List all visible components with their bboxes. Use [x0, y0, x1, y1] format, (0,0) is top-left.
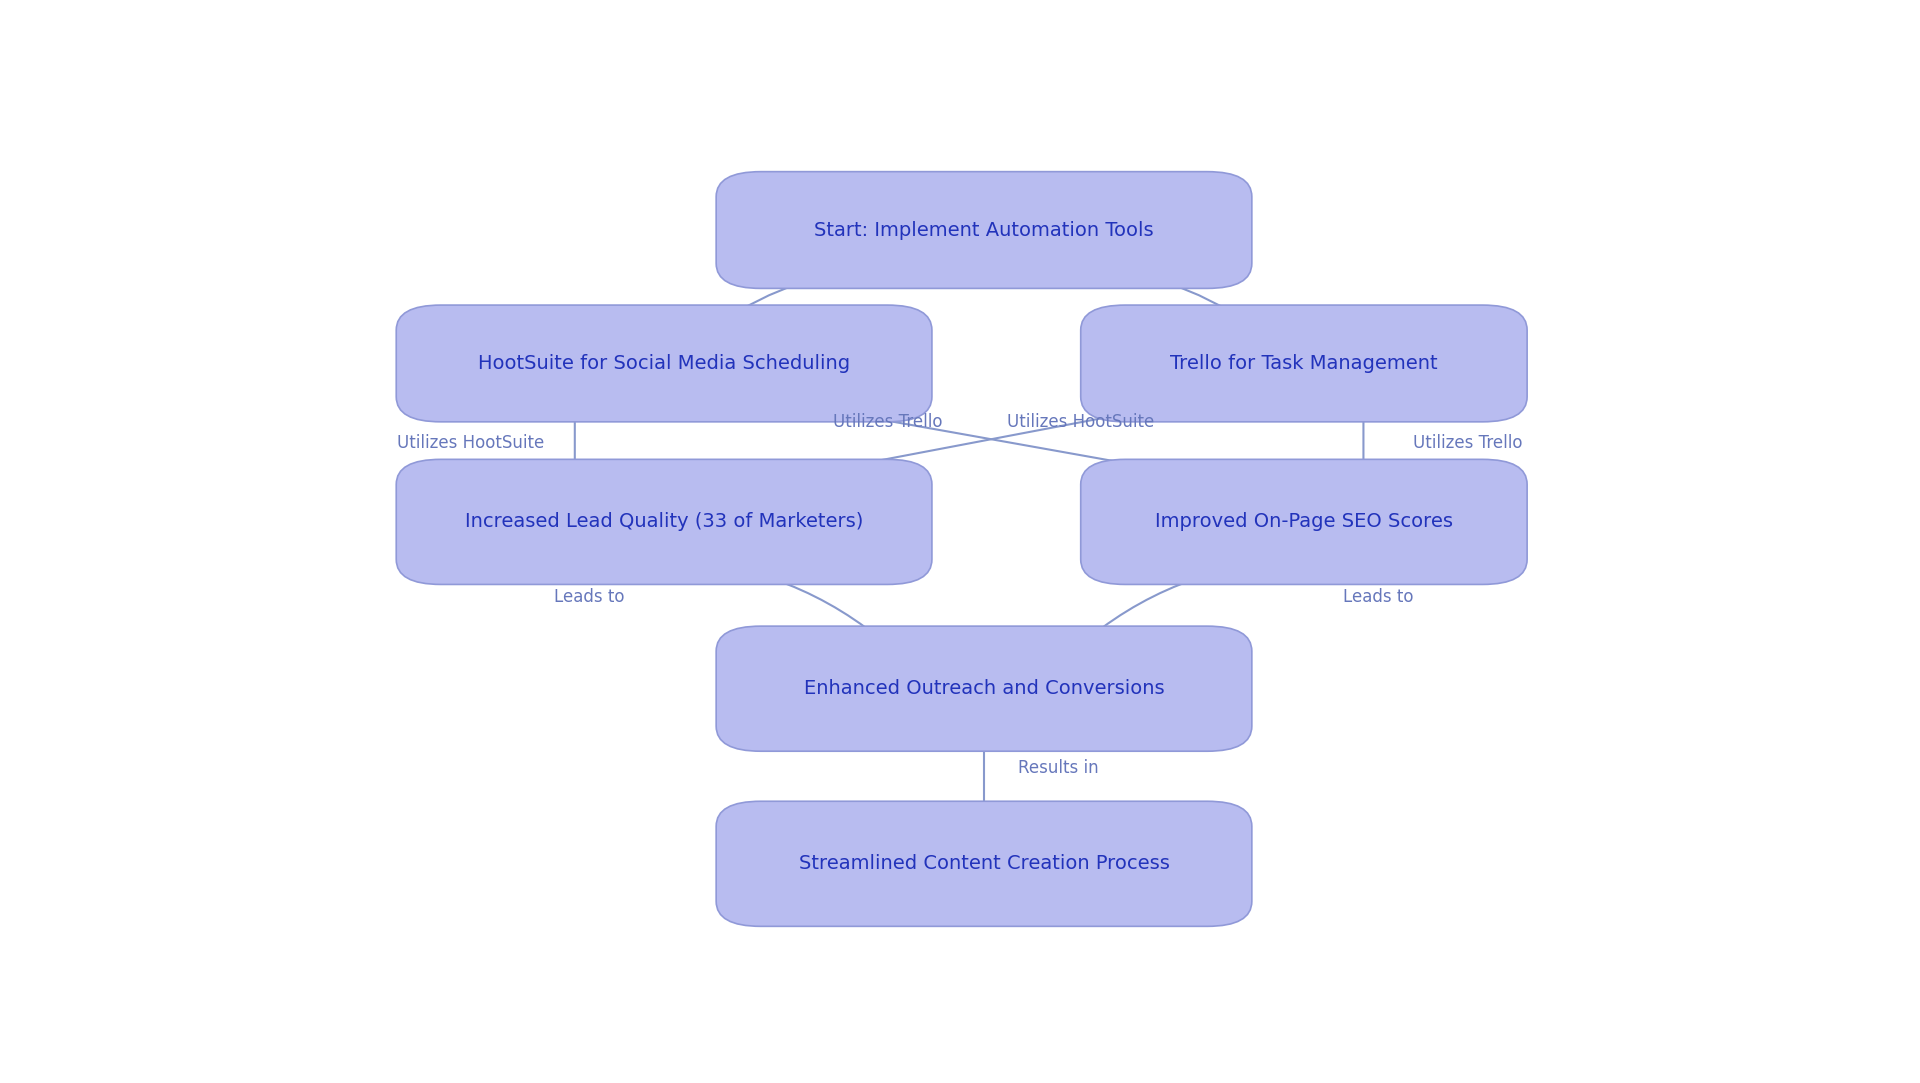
Text: Utilizes Trello: Utilizes Trello	[833, 413, 943, 431]
FancyBboxPatch shape	[396, 459, 931, 585]
Text: HootSuite for Social Media Scheduling: HootSuite for Social Media Scheduling	[478, 354, 851, 373]
FancyBboxPatch shape	[1081, 305, 1526, 422]
Text: Start: Implement Automation Tools: Start: Implement Automation Tools	[814, 221, 1154, 239]
FancyBboxPatch shape	[396, 305, 931, 422]
Text: Increased Lead Quality (33 of Marketers): Increased Lead Quality (33 of Marketers)	[465, 512, 864, 532]
Text: Utilizes HootSuite: Utilizes HootSuite	[397, 433, 543, 452]
Text: Utilizes Trello: Utilizes Trello	[1413, 433, 1523, 452]
Text: Leads to: Leads to	[555, 588, 624, 606]
Text: Improved On-Page SEO Scores: Improved On-Page SEO Scores	[1156, 512, 1453, 532]
FancyBboxPatch shape	[716, 626, 1252, 752]
Text: Streamlined Content Creation Process: Streamlined Content Creation Process	[799, 854, 1169, 873]
Text: Trello for Task Management: Trello for Task Management	[1169, 354, 1438, 373]
Text: Results in: Results in	[1018, 759, 1098, 777]
FancyBboxPatch shape	[716, 172, 1252, 288]
Text: Enhanced Outreach and Conversions: Enhanced Outreach and Conversions	[804, 679, 1164, 699]
Text: Leads to: Leads to	[1344, 588, 1413, 606]
Text: Utilizes HootSuite: Utilizes HootSuite	[1008, 413, 1154, 431]
FancyBboxPatch shape	[1081, 459, 1526, 585]
FancyBboxPatch shape	[716, 801, 1252, 926]
